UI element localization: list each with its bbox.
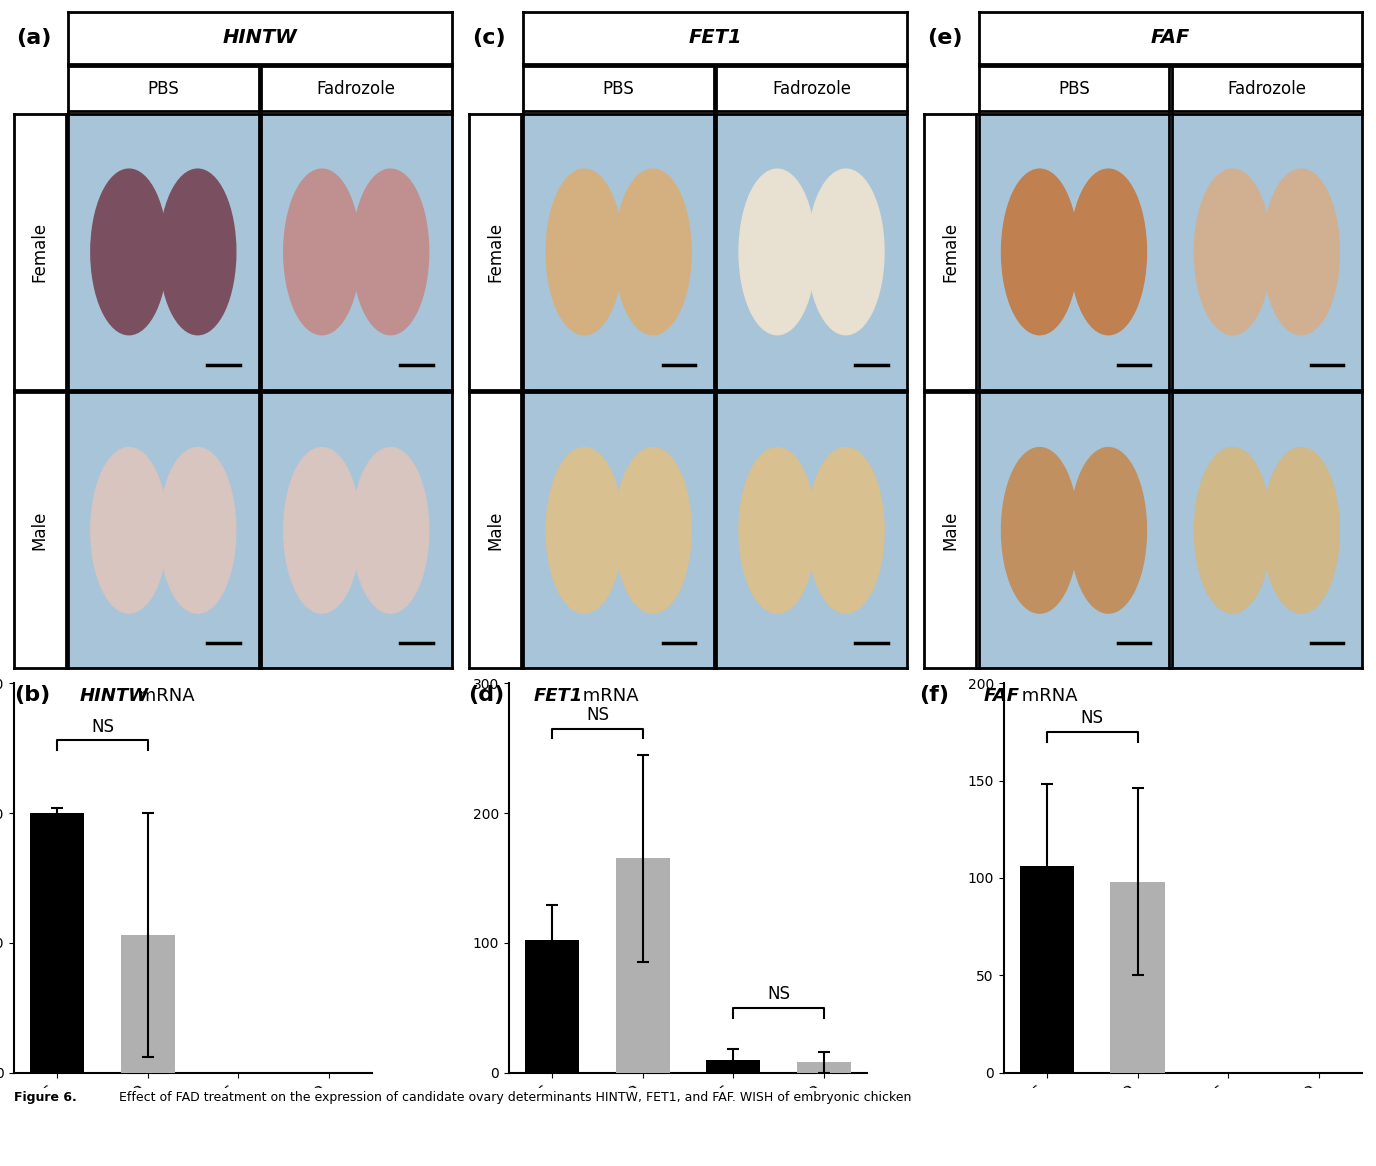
Ellipse shape xyxy=(615,169,691,335)
Text: (a): (a) xyxy=(17,28,52,48)
Bar xyxy=(1110,881,1165,1073)
Text: NS: NS xyxy=(766,985,790,1003)
Text: mRNA: mRNA xyxy=(1015,688,1077,705)
Bar xyxy=(615,858,670,1073)
Ellipse shape xyxy=(160,448,235,613)
Ellipse shape xyxy=(1263,448,1339,613)
Text: Female: Female xyxy=(941,222,959,282)
Ellipse shape xyxy=(352,448,429,613)
Ellipse shape xyxy=(1194,448,1270,613)
Text: NS: NS xyxy=(586,705,610,724)
Ellipse shape xyxy=(1071,448,1146,613)
Bar xyxy=(797,1062,850,1073)
Text: (d): (d) xyxy=(468,686,504,705)
Text: mRNA: mRNA xyxy=(133,688,195,705)
Bar xyxy=(526,940,579,1073)
Text: PBS: PBS xyxy=(603,79,634,98)
Text: PBS: PBS xyxy=(147,79,179,98)
Text: Female: Female xyxy=(30,222,48,282)
Text: HINTW: HINTW xyxy=(80,688,149,705)
Ellipse shape xyxy=(283,448,361,613)
Text: (f): (f) xyxy=(919,686,949,705)
Text: HINTW: HINTW xyxy=(223,28,297,47)
Bar xyxy=(30,813,84,1073)
Ellipse shape xyxy=(1002,448,1077,613)
Text: (e): (e) xyxy=(927,28,963,48)
Text: FAF: FAF xyxy=(984,688,1020,705)
Text: Effect of FAD treatment on the expression of candidate ovary determinants HINTW,: Effect of FAD treatment on the expressio… xyxy=(111,1091,911,1104)
Ellipse shape xyxy=(283,169,361,335)
Ellipse shape xyxy=(739,169,816,335)
Ellipse shape xyxy=(1071,169,1146,335)
Bar xyxy=(1020,866,1075,1073)
Text: Male: Male xyxy=(30,511,48,550)
Text: Male: Male xyxy=(941,511,959,550)
Ellipse shape xyxy=(160,169,235,335)
Ellipse shape xyxy=(91,169,166,335)
Text: Fadrozole: Fadrozole xyxy=(772,79,850,98)
Ellipse shape xyxy=(808,448,883,613)
Text: Fadrozole: Fadrozole xyxy=(316,79,396,98)
Text: (c): (c) xyxy=(472,28,505,48)
Ellipse shape xyxy=(1002,169,1077,335)
Ellipse shape xyxy=(1194,169,1270,335)
Bar xyxy=(121,935,175,1073)
Text: Female: Female xyxy=(486,222,504,282)
Ellipse shape xyxy=(615,448,691,613)
Text: Fadrozole: Fadrozole xyxy=(1227,79,1306,98)
Text: (b): (b) xyxy=(14,686,50,705)
Ellipse shape xyxy=(1263,169,1339,335)
Text: mRNA: mRNA xyxy=(577,688,638,705)
Text: Male: Male xyxy=(486,511,504,550)
Text: Figure 6.: Figure 6. xyxy=(14,1091,77,1104)
Ellipse shape xyxy=(546,169,622,335)
Ellipse shape xyxy=(91,448,166,613)
Text: FAF: FAF xyxy=(1150,28,1190,47)
Ellipse shape xyxy=(352,169,429,335)
Ellipse shape xyxy=(808,169,883,335)
Ellipse shape xyxy=(546,448,622,613)
Text: NS: NS xyxy=(91,717,114,736)
Bar xyxy=(706,1060,761,1073)
Text: PBS: PBS xyxy=(1058,79,1090,98)
Ellipse shape xyxy=(739,448,816,613)
Text: FET1: FET1 xyxy=(534,688,583,705)
Text: FET1: FET1 xyxy=(688,28,742,47)
Text: NS: NS xyxy=(1082,709,1104,728)
